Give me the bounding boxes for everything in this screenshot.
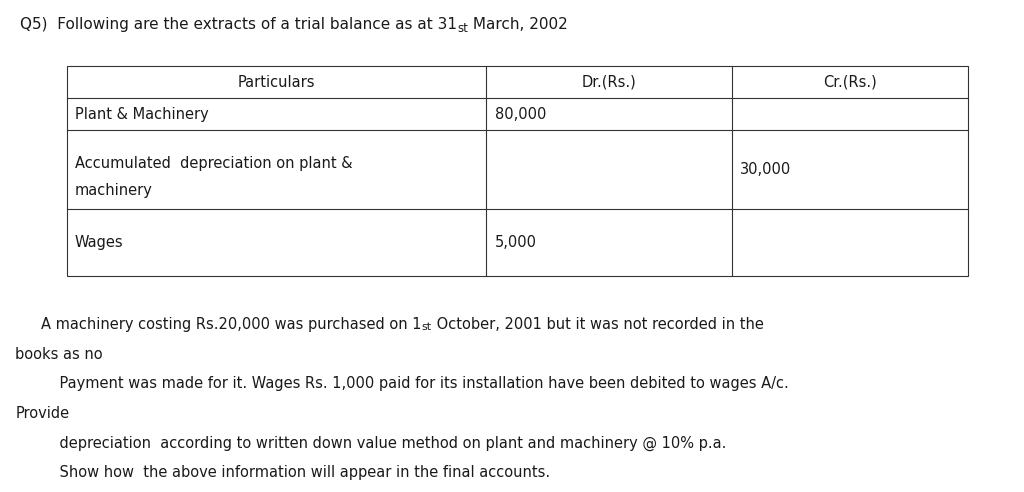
Text: March, 2002: March, 2002 bbox=[468, 17, 568, 32]
Text: 5,000: 5,000 bbox=[495, 235, 537, 250]
Text: A machinery costing Rs.20,000 was purchased on 1: A machinery costing Rs.20,000 was purcha… bbox=[41, 317, 422, 332]
Text: 80,000: 80,000 bbox=[495, 107, 546, 122]
Text: depreciation  according to written down value method on plant and machinery @ 10: depreciation according to written down v… bbox=[41, 435, 726, 451]
Text: books as no: books as no bbox=[15, 347, 103, 362]
Text: st: st bbox=[422, 322, 431, 332]
Text: Wages: Wages bbox=[75, 235, 123, 250]
Text: Show how  the above information will appear in the final accounts.: Show how the above information will appe… bbox=[41, 465, 550, 480]
Bar bbox=[67, 66, 968, 276]
Text: Cr.(Rs.): Cr.(Rs.) bbox=[823, 75, 877, 90]
Text: Payment was made for it. Wages Rs. 1,000 paid for its installation have been deb: Payment was made for it. Wages Rs. 1,000… bbox=[41, 376, 788, 391]
Text: Plant & Machinery: Plant & Machinery bbox=[75, 107, 209, 122]
Text: Provide: Provide bbox=[15, 406, 70, 421]
Text: st: st bbox=[458, 22, 468, 35]
Text: Particulars: Particulars bbox=[238, 75, 315, 90]
Text: Dr.(Rs.): Dr.(Rs.) bbox=[582, 75, 637, 90]
Text: Q5)  Following are the extracts of a trial balance as at 31: Q5) Following are the extracts of a tria… bbox=[20, 17, 458, 32]
Text: October, 2001 but it was not recorded in the: October, 2001 but it was not recorded in… bbox=[431, 317, 764, 332]
Text: 30,000: 30,000 bbox=[740, 162, 792, 177]
Text: machinery: machinery bbox=[75, 184, 153, 198]
Text: Accumulated  depreciation on plant &: Accumulated depreciation on plant & bbox=[75, 156, 352, 171]
